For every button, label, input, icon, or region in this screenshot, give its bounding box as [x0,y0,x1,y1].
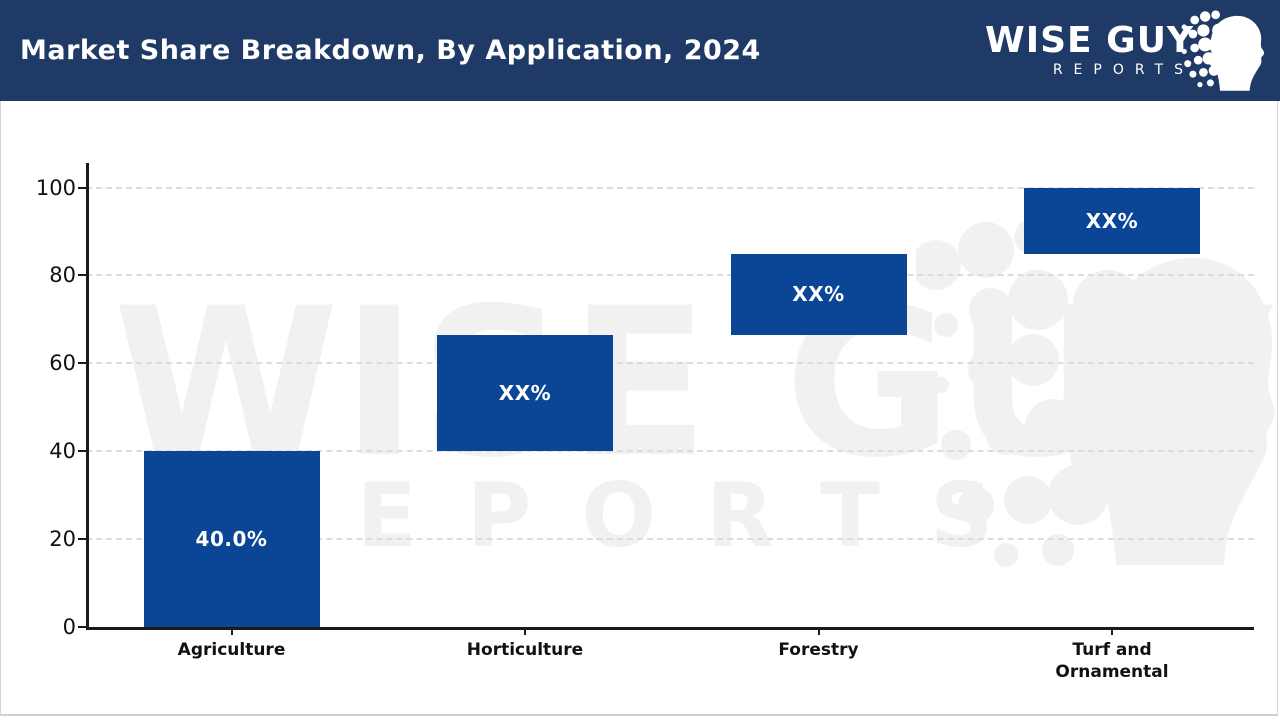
chart-card: WISE GUY REPORTS 0 20 40 60 80 100 40.0% Agricu [0,101,1278,716]
wiseguy-face-icon [1180,10,1265,91]
y-axis-tick [78,538,86,541]
watermark-subtext: REPORTS [239,464,1044,567]
x-axis-category-label: Agriculture [177,640,286,660]
y-axis-tick-label: 80 [49,263,76,288]
bar-turf-and-ornamental: XX% [1024,187,1200,254]
bar-forestry: XX% [730,253,907,335]
y-axis-tick [78,362,86,365]
y-axis-tick [78,274,86,277]
y-axis-tick-label: 100 [35,175,76,200]
logo-subtext: REPORTS [1052,62,1194,78]
x-axis-line [86,627,1254,630]
y-gridline [86,538,1254,541]
x-axis-category-label: Turf and Ornamental [1055,640,1169,682]
wiseguy-logo: WISE GUY REPORTS [985,4,1265,98]
x-axis-category-label: Forestry [778,640,859,660]
x-axis-tick [817,627,820,635]
x-axis-tick [1111,627,1113,635]
bar-agriculture: 40.0% [143,451,320,627]
bar-value-label: XX% [498,381,552,406]
logo-wordmark: WISE GUY [984,20,1194,61]
bar-value-label: 40.0% [195,527,268,552]
y-axis-tick [78,450,86,453]
bar-value-label: XX% [792,282,845,307]
header-bar: Market Share Breakdown, By Application, … [0,0,1280,101]
y-axis-tick [78,626,86,628]
y-axis-tick-label: 0 [62,615,76,639]
y-gridline [86,450,1254,453]
x-axis-tick [524,627,526,635]
y-axis-tick [78,186,86,189]
y-gridline [86,362,1254,365]
y-axis-line [86,163,89,629]
y-gridline [86,274,1254,277]
y-axis-tick-label: 20 [49,527,76,552]
x-axis-category-label: Horticulture [466,640,584,660]
page-title: Market Share Breakdown, By Application, … [20,35,761,66]
watermark-face-icon [916,210,1275,567]
y-axis-tick-label: 40 [49,439,76,464]
x-axis-tick [230,627,233,635]
y-gridline [86,186,1254,189]
bar-horticulture: XX% [437,334,613,452]
y-axis-tick-label: 60 [49,351,76,376]
bar-value-label: XX% [1085,208,1139,233]
